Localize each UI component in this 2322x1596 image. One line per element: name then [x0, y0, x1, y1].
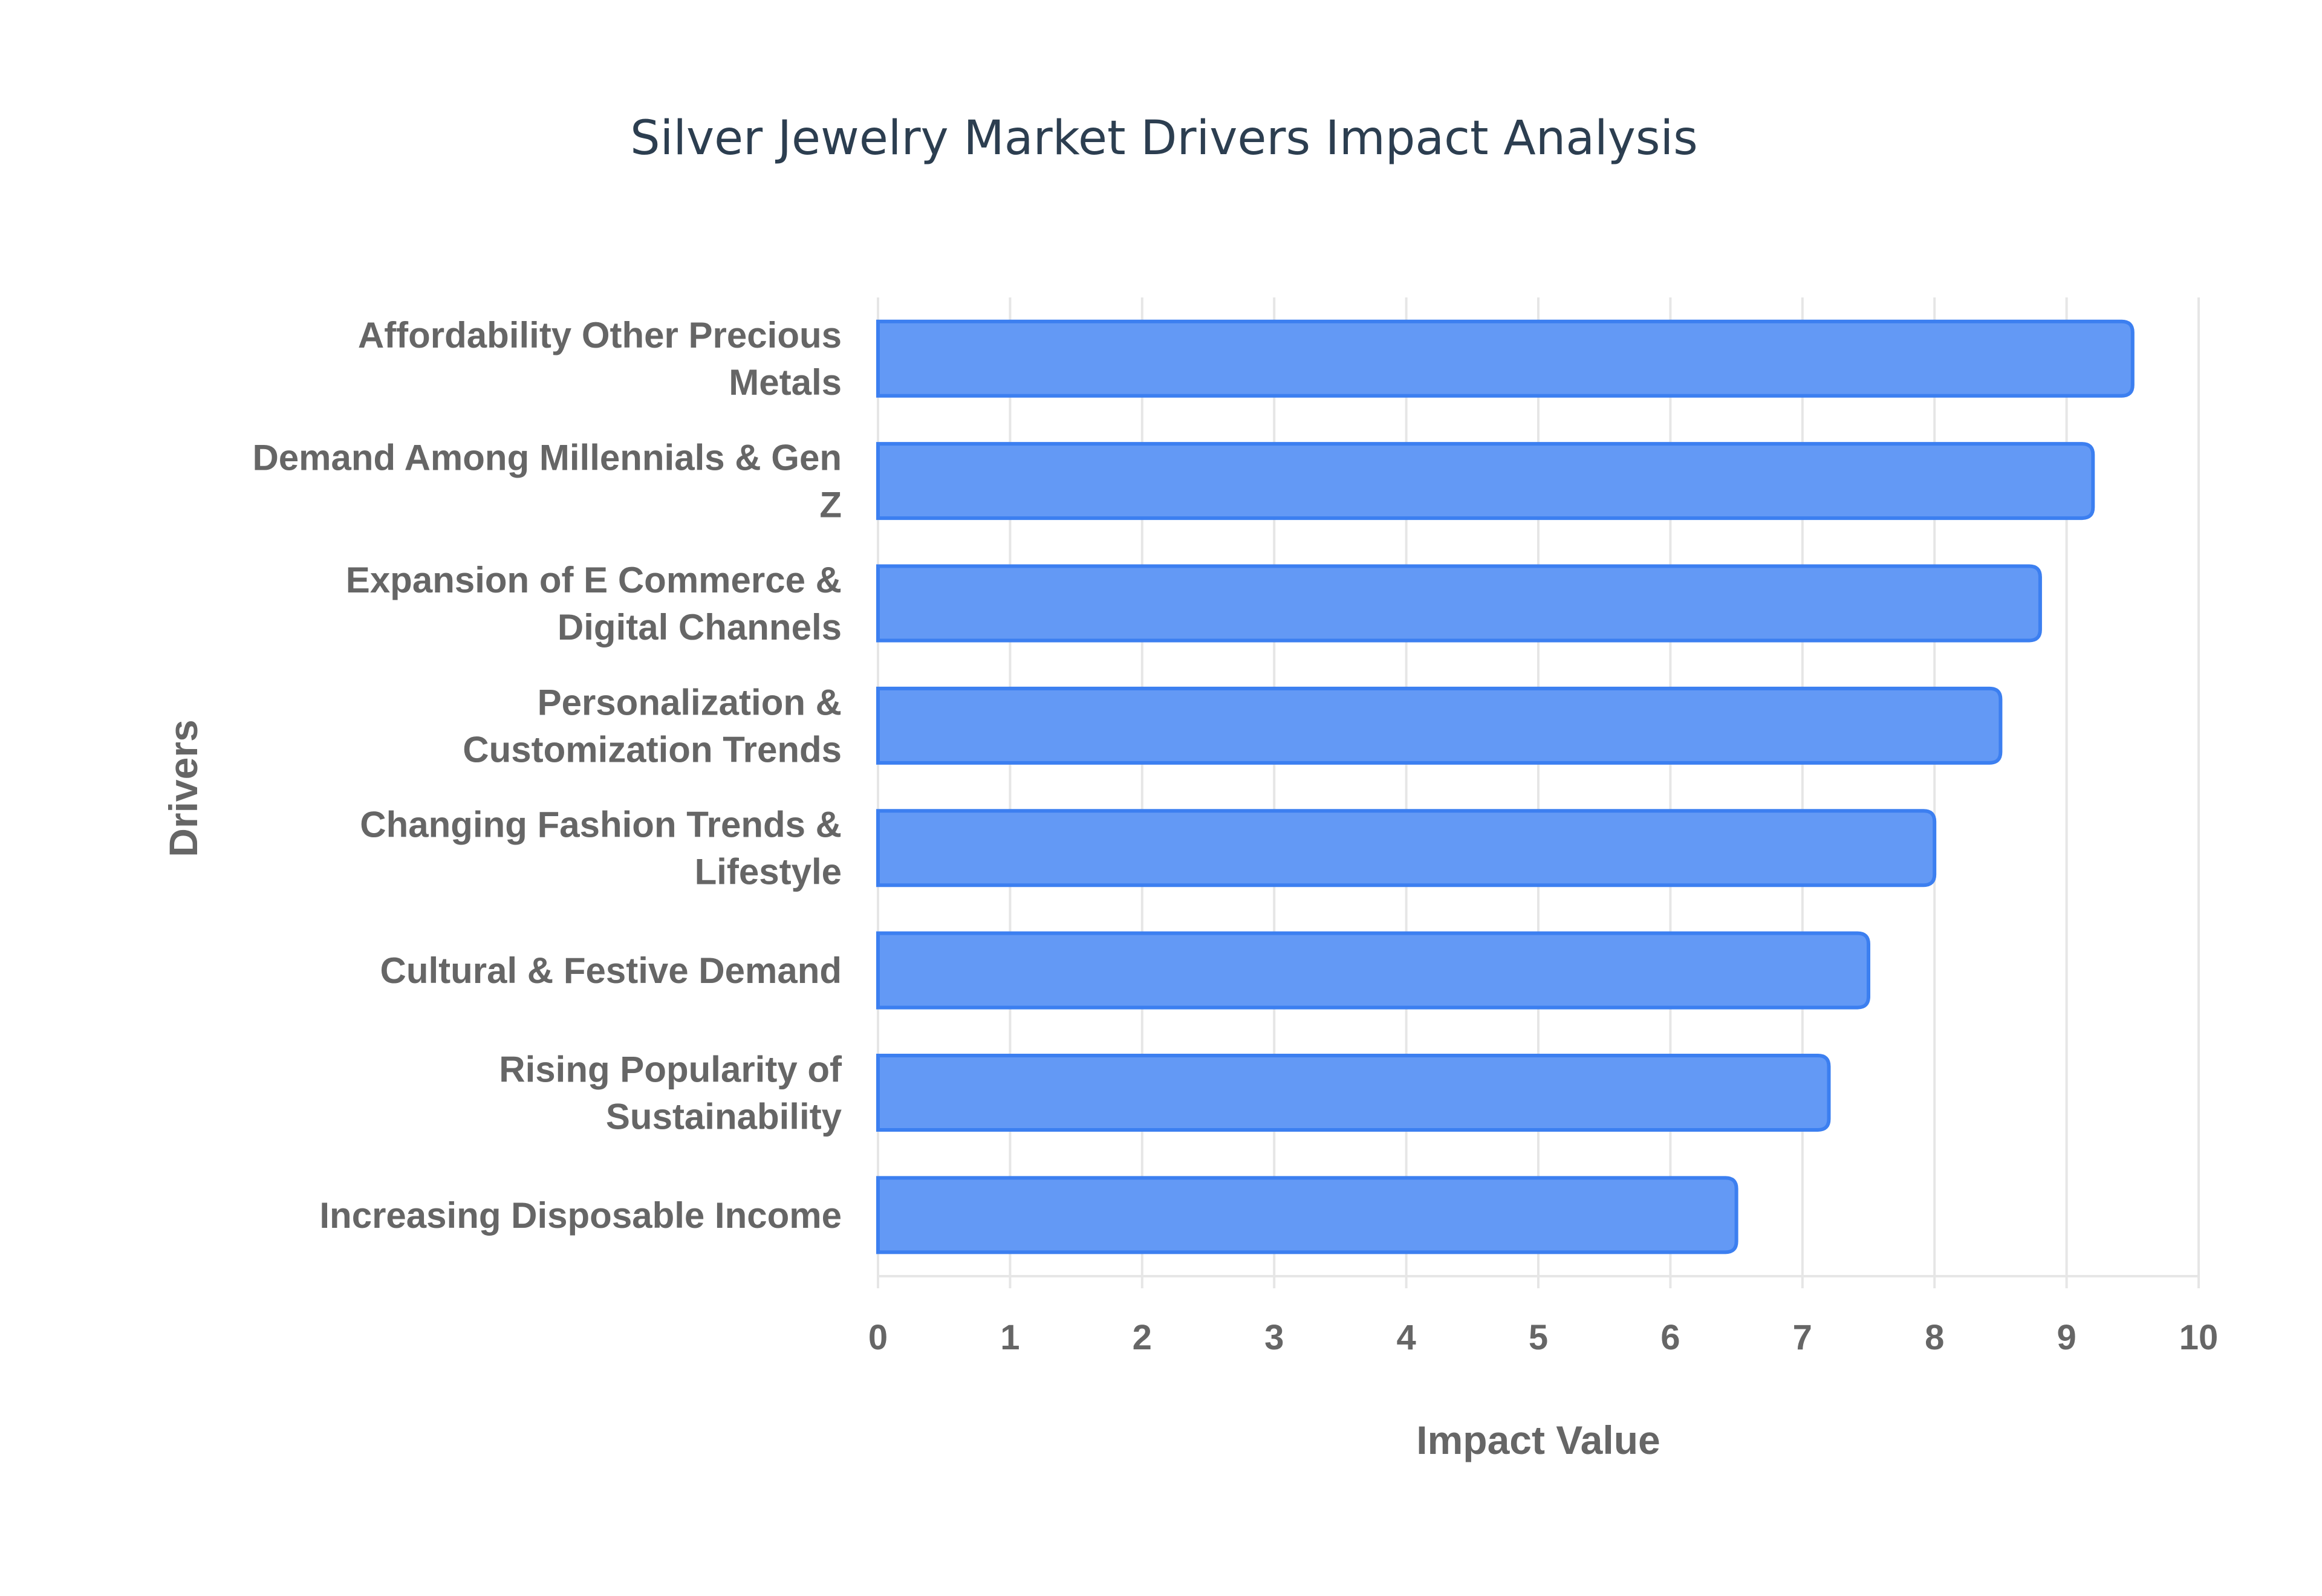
bar	[876, 686, 2003, 765]
x-tick-label: 4	[1396, 1318, 1416, 1357]
bar	[876, 1176, 1738, 1254]
y-tick-label: Digital Channels	[558, 607, 842, 647]
x-tick-label: 9	[2057, 1318, 2076, 1357]
x-tick-label: 3	[1264, 1318, 1284, 1357]
y-tick-label: Increasing Disposable Income	[319, 1195, 842, 1236]
x-tick-label: 8	[1925, 1318, 1944, 1357]
x-tick-label: 6	[1660, 1318, 1680, 1357]
bar	[876, 809, 1937, 887]
y-tick-label: Personalization &	[538, 682, 842, 722]
y-tick-label: Changing Fashion Trends &	[360, 805, 842, 845]
x-tick-label: 1	[1000, 1318, 1020, 1357]
x-tick-label: 5	[1529, 1318, 1548, 1357]
y-tick-label: Metals	[729, 362, 842, 403]
x-axis-title: Impact Value	[1416, 1418, 1660, 1462]
bar	[876, 442, 2095, 521]
y-tick-label: Customization Trends	[463, 729, 842, 770]
y-tick-label: Z	[819, 485, 842, 525]
bar	[876, 1053, 1831, 1132]
x-tick-label: 10	[2179, 1318, 2219, 1357]
y-tick-label: Sustainability	[606, 1096, 842, 1137]
y-axis-title: Drivers	[161, 719, 206, 857]
y-tick-label: Rising Popularity of	[499, 1049, 842, 1089]
y-tick-label: Expansion of E Commerce &	[346, 560, 842, 600]
y-tick-label: Demand Among Millennials & Gen	[252, 438, 842, 478]
bar	[876, 931, 1870, 1010]
x-tick-labels: 0 1 2 3 4 5 6 7 8 9 10	[868, 1318, 2218, 1357]
y-tick-label: Lifestyle	[695, 852, 842, 892]
y-tick-label: Cultural & Festive Demand	[380, 950, 842, 991]
y-tick-labels: Affordability Other Precious Metals Demand…	[252, 315, 842, 1236]
bar	[876, 319, 2135, 398]
x-tick-label: 0	[868, 1318, 888, 1357]
y-tick-label: Affordability Other Precious	[358, 315, 842, 355]
chart-title: Silver Jewelry Market Drivers Impact Ana…	[630, 111, 1698, 166]
x-tick-label: 7	[1793, 1318, 1812, 1357]
x-tick-label: 2	[1133, 1318, 1152, 1357]
bar	[876, 564, 2042, 643]
bars	[876, 319, 2135, 1254]
